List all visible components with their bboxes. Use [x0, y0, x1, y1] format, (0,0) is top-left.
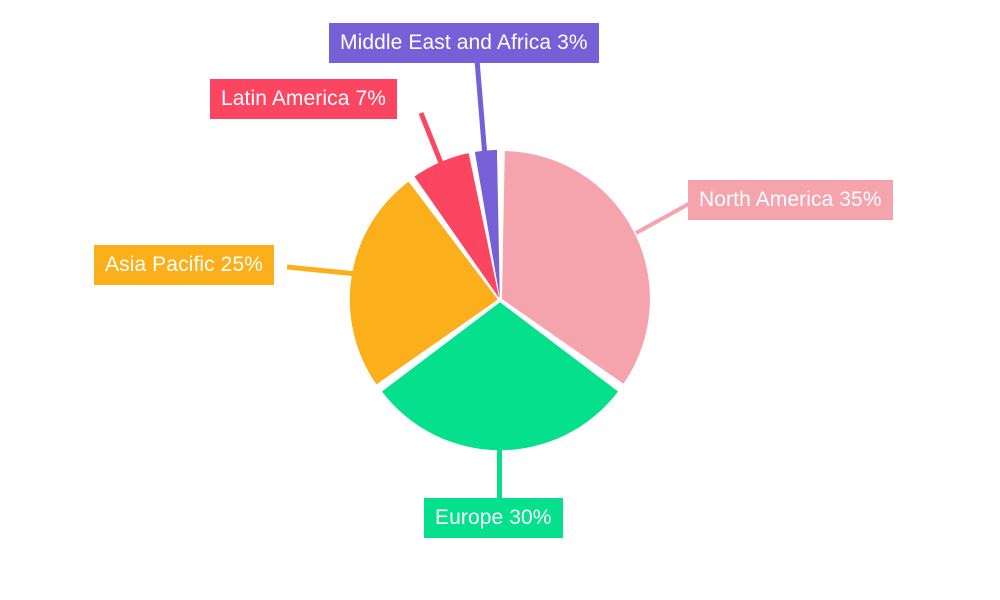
pie-label-europe: Europe 30%	[424, 498, 563, 538]
leader-lines	[286, 59, 695, 505]
leader-line-north-america	[635, 199, 695, 235]
pie-slice-europe[interactable]	[381, 302, 619, 451]
pie-label-asia-pacific: Asia Pacific 25%	[94, 245, 275, 285]
leader-line-asia-pacific	[286, 264, 358, 277]
pie-label-middle-east-africa: Middle East and Africa 3%	[329, 23, 599, 63]
leader-line-middle-east-africa	[474, 59, 488, 158]
pie-slices	[349, 149, 650, 451]
pie-label-latin-america: Latin America 7%	[210, 79, 398, 119]
pie-slice-asia-pacific[interactable]	[349, 181, 498, 385]
pie-slice-north-america[interactable]	[501, 151, 650, 384]
leader-line-latin-america	[418, 112, 446, 169]
pie-label-north-america: North America 35%	[688, 180, 893, 220]
pie-slice-middle-east-africa[interactable]	[474, 149, 500, 298]
pie-slice-latin-america[interactable]	[414, 153, 500, 298]
